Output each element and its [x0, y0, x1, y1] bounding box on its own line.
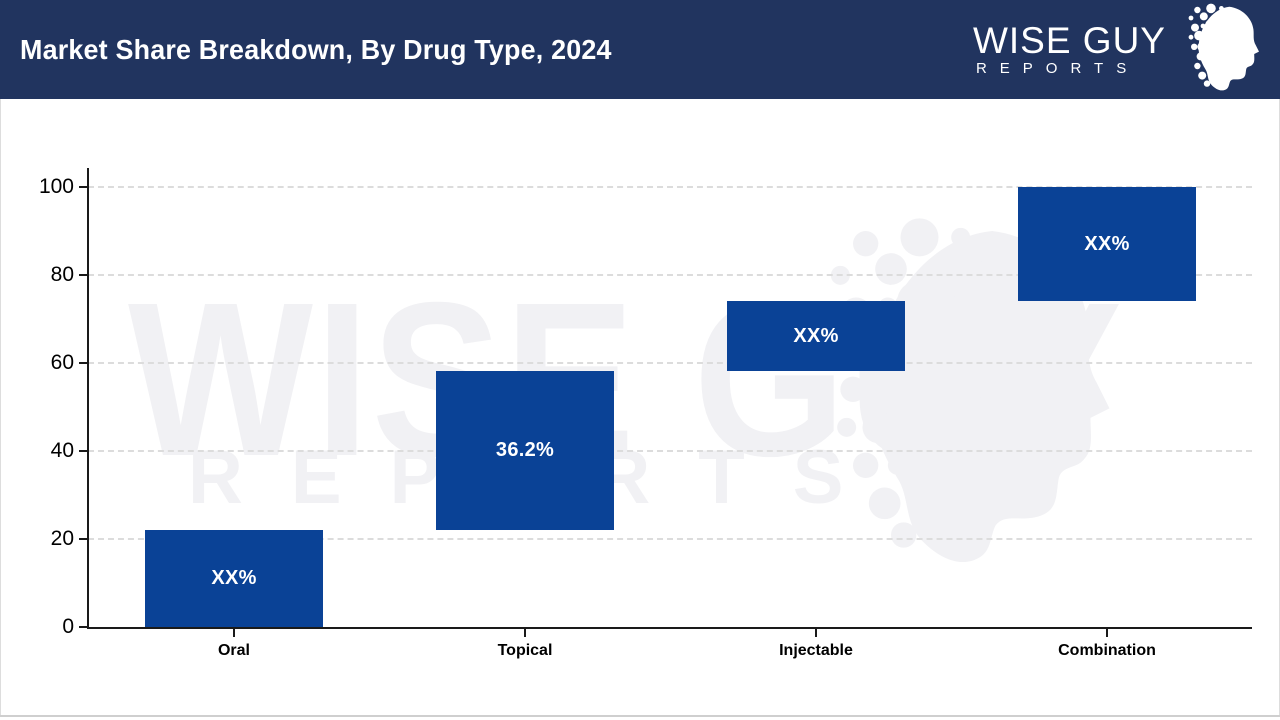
logo-text: WISE GUY REPORTS: [972, 19, 1166, 78]
y-axis-line: [87, 168, 89, 629]
logo-wordmark: WISE GUY: [972, 19, 1166, 61]
logo-subtitle: REPORTS: [975, 59, 1140, 77]
x-category-label: Topical: [497, 642, 553, 659]
gridline-100: [88, 186, 1252, 188]
x-category-label: Injectable: [779, 642, 853, 659]
header-bar: Market Share Breakdown, By Drug Type, 20…: [0, 0, 1280, 99]
y-tick-label: 0: [62, 615, 74, 638]
y-tick-40: [79, 450, 87, 452]
chart-title: Market Share Breakdown, By Drug Type, 20…: [20, 33, 612, 65]
y-tick-label: 80: [50, 263, 74, 286]
gridline-60: [88, 362, 1252, 364]
gridline-80: [88, 274, 1252, 276]
y-tick-0: [79, 626, 87, 628]
bar-combination: XX%: [1018, 187, 1196, 301]
watermark-wordmark: WISE GUY: [128, 256, 1125, 503]
x-tick-oral: [233, 629, 235, 637]
bar-topical: 36.2%: [436, 371, 614, 530]
x-axis-line: [87, 627, 1252, 629]
gridline-20: [88, 538, 1252, 540]
frame-bottom-border: [0, 715, 1280, 717]
bar-value-label: 36.2%: [495, 439, 555, 461]
wise-guy-reports-logo: WISE GUY REPORTS: [973, 0, 1280, 99]
bar-value-label: XX%: [793, 324, 839, 347]
y-tick-100: [79, 186, 87, 188]
y-tick-60: [79, 362, 87, 364]
y-tick-20: [79, 538, 87, 540]
y-tick-80: [79, 274, 87, 276]
gridline-40: [88, 450, 1252, 452]
x-tick-topical: [524, 629, 526, 637]
y-tick-label: 100: [38, 175, 74, 198]
frame-left-border: [0, 99, 1, 716]
x-tick-injectable: [815, 629, 817, 637]
logo-face-icon: [1188, 3, 1259, 90]
x-category-label: Oral: [217, 642, 250, 659]
bar-value-label: XX%: [1084, 232, 1130, 255]
bar-injectable: XX%: [727, 301, 905, 371]
x-category-label: Combination: [1058, 642, 1156, 659]
bar-value-label: XX%: [211, 567, 257, 589]
y-tick-label: 60: [50, 351, 74, 374]
bar-oral: XX%: [145, 530, 323, 627]
y-tick-label: 20: [50, 527, 74, 550]
x-tick-combination: [1106, 629, 1108, 637]
y-tick-label: 40: [50, 439, 74, 462]
